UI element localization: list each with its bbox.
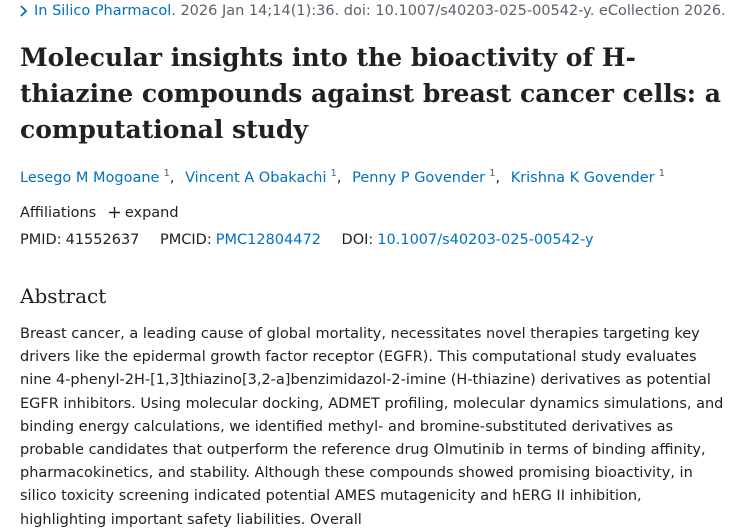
author-name[interactable]: Vincent A Obakachi	[185, 169, 327, 186]
page-body: In Silico Pharmacol. 2026 Jan 14;14(1):3…	[20, 3, 726, 528]
article-title: Molecular insights into the bioactivity …	[20, 43, 721, 144]
affiliation-number[interactable]: 1	[489, 168, 496, 179]
author-name[interactable]: Lesego M Mogoane	[20, 169, 160, 186]
doi-link[interactable]: 10.1007/s40203-025-00542-y	[377, 232, 594, 248]
citation-details: 2026 Jan 14;14(1):36. doi: 10.1007/s4020…	[180, 3, 726, 19]
author: Penny P Govender 1	[352, 168, 506, 186]
pmid: 41552637	[65, 232, 140, 248]
pmcid-link[interactable]: PMC12804472	[215, 232, 321, 248]
expand-button[interactable]: expand	[108, 205, 179, 221]
citation: In Silico Pharmacol. 2026 Jan 14;14(1):3…	[20, 3, 726, 19]
affiliation-number[interactable]: 1	[330, 168, 337, 179]
doi-label: DOI:	[341, 232, 374, 248]
affiliation-number[interactable]: 1	[658, 168, 665, 179]
affiliation-number[interactable]: 1	[163, 168, 170, 179]
pmcid-label: PMCID:	[160, 232, 212, 248]
author: Vincent A Obakachi 1	[185, 168, 347, 186]
author-name[interactable]: Krishna K Govender	[510, 169, 655, 186]
expand-label: expand	[124, 205, 179, 221]
identifiers: PMID: 41552637 PMCID: PMC12804472 DOI: 10.1…	[20, 232, 594, 248]
page: {"citation": {"journal": "In Silico Phar…	[20, 3, 726, 528]
pmid-label: PMID:	[20, 232, 62, 248]
abstract-text: Breast cancer, a leading cause of global…	[20, 326, 724, 528]
abstract-heading: Abstract	[20, 284, 107, 308]
affiliations-label: Affiliations	[20, 205, 97, 221]
affiliations: Affiliations expand	[20, 205, 179, 221]
chevron-icon	[20, 5, 28, 17]
plus-icon	[108, 207, 120, 218]
journal-link[interactable]: In Silico Pharmacol.	[34, 3, 176, 19]
author: Krishna K Govender 1	[510, 168, 665, 186]
author: Lesego M Mogoane 1	[20, 168, 180, 186]
author-name[interactable]: Penny P Govender	[352, 169, 486, 186]
